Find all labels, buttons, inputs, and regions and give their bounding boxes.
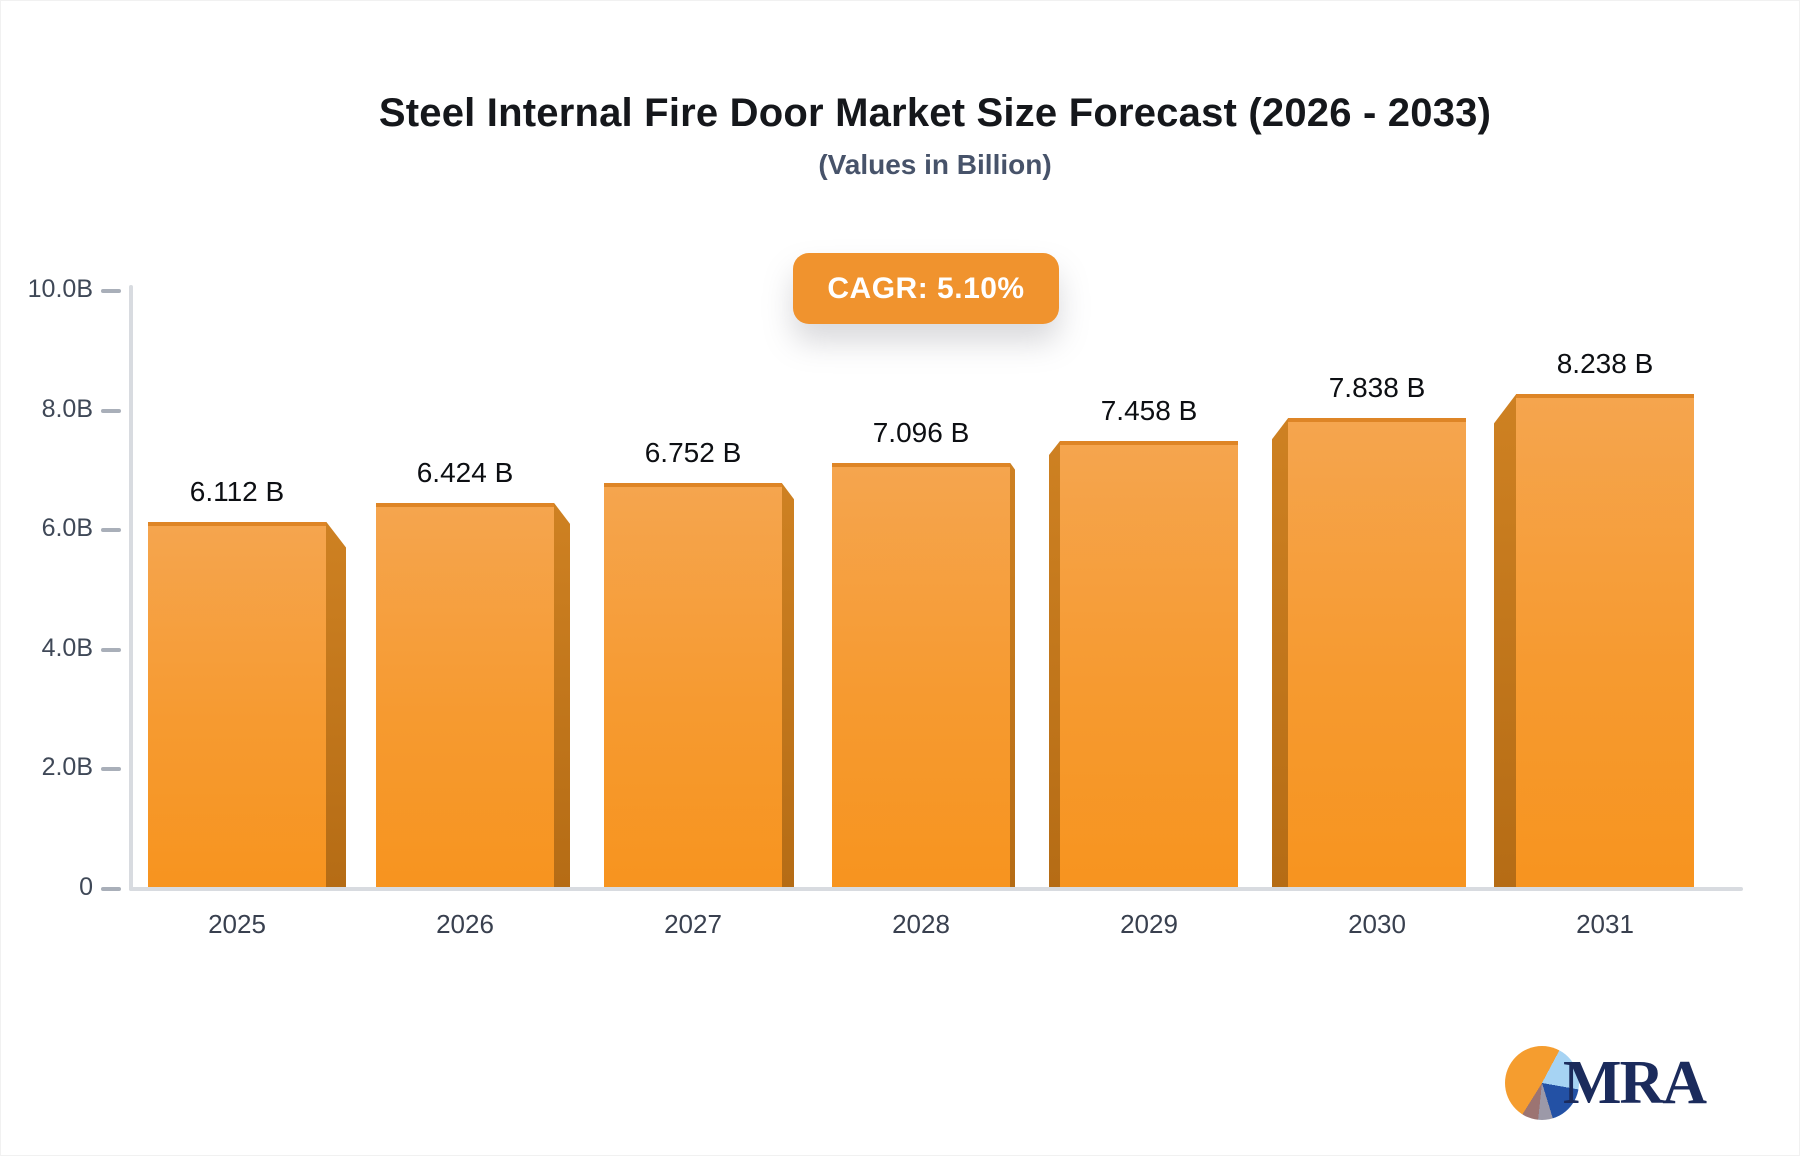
bar[interactable] <box>1060 441 1238 887</box>
chart-subtitle: (Values in Billion) <box>818 149 1052 180</box>
y-tick-dash <box>101 528 121 533</box>
bar-value-label: 6.752 B <box>644 437 742 469</box>
bar[interactable] <box>148 521 326 887</box>
x-tick-label: 2027 <box>664 909 722 939</box>
x-axis-line <box>129 887 1743 891</box>
bar-value-label: 6.424 B <box>416 456 514 488</box>
bar[interactable] <box>604 483 782 887</box>
x-tick-label: 2029 <box>1120 909 1178 939</box>
bar-side-face <box>1272 418 1288 887</box>
bar-side-face <box>1049 441 1060 887</box>
bar-value-label: 7.838 B <box>1328 372 1426 404</box>
cagr-badge: CAGR: 5.10% <box>793 253 1059 324</box>
y-tick-dash <box>101 647 121 652</box>
y-tick-label: 10.0B <box>27 275 93 303</box>
bar-side-face <box>1494 394 1516 887</box>
y-tick-dash <box>101 887 121 891</box>
x-tick-label: 2026 <box>436 909 494 939</box>
x-tick-label: 2025 <box>208 909 266 939</box>
y-tick-label: 0 <box>79 873 93 901</box>
y-tick-label: 2.0B <box>41 753 93 782</box>
bar[interactable] <box>832 462 1010 887</box>
bar[interactable] <box>1288 418 1466 887</box>
bar-side-face <box>1010 462 1015 887</box>
brand-logo-text: MRA <box>1563 1049 1707 1117</box>
pie-chart-logo-icon <box>1505 1046 1579 1120</box>
bar-side-face <box>554 502 570 887</box>
x-tick-label: 2030 <box>1348 909 1406 939</box>
chart-title: Steel Internal Fire Door Market Size For… <box>378 91 1492 135</box>
bar-value-label: 6.112 B <box>189 475 285 507</box>
bar[interactable] <box>1516 394 1694 887</box>
y-tick-dash <box>101 289 121 293</box>
brand-logo[interactable]: MRA <box>1505 1041 1707 1125</box>
bar[interactable] <box>376 502 554 887</box>
y-tick-dash <box>101 408 121 413</box>
cagr-badge-label: CAGR: 5.10% <box>827 271 1025 305</box>
bar-value-label: 8.238 B <box>1556 348 1654 380</box>
bar-value-label: 7.458 B <box>1100 395 1198 426</box>
x-tick-label: 2031 <box>1576 909 1634 939</box>
y-tick-dash <box>101 767 121 772</box>
x-tick-label: 2028 <box>892 909 950 939</box>
bar-value-label: 7.096 B <box>872 416 970 448</box>
bar-side-face <box>326 521 346 887</box>
y-tick-label: 6.0B <box>41 514 93 543</box>
y-tick-label: 4.0B <box>41 633 93 662</box>
y-axis-line <box>129 285 133 891</box>
y-tick-label: 8.0B <box>41 394 93 423</box>
bar-side-face <box>782 483 794 887</box>
